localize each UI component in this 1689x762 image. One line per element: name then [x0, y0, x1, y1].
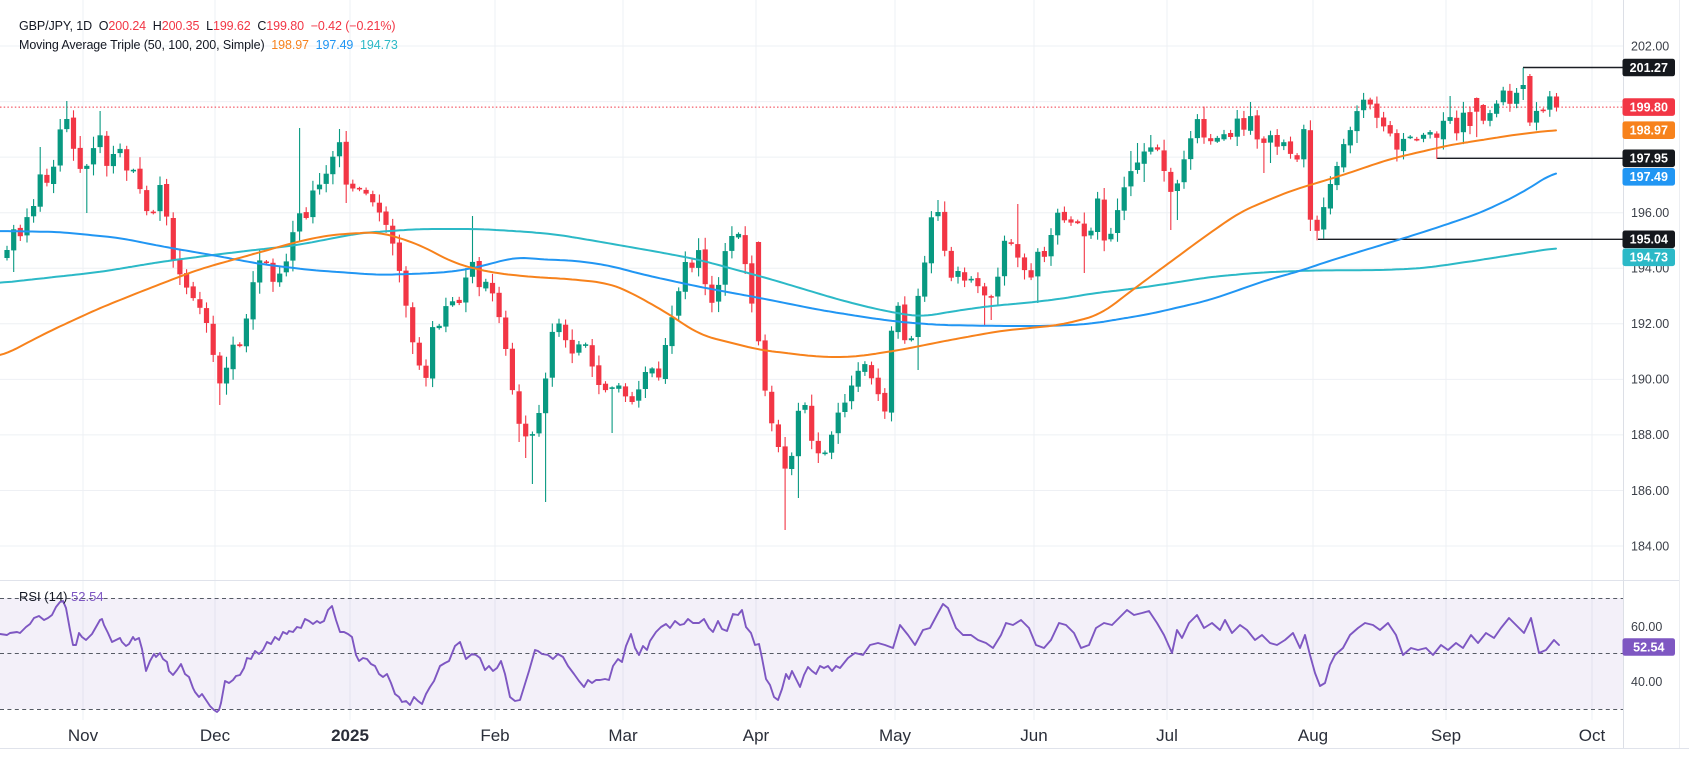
svg-text:Apr: Apr — [743, 726, 770, 745]
svg-text:202.00: 202.00 — [1631, 39, 1669, 53]
svg-text:May: May — [879, 726, 912, 745]
svg-text:Aug: Aug — [1298, 726, 1328, 745]
svg-text:RSI (14) 52.54: RSI (14) 52.54 — [19, 589, 104, 604]
svg-text:60.00: 60.00 — [1631, 620, 1662, 634]
svg-text:Sep: Sep — [1431, 726, 1461, 745]
svg-text:52.54: 52.54 — [1633, 640, 1664, 654]
svg-text:Jun: Jun — [1020, 726, 1047, 745]
svg-text:190.00: 190.00 — [1631, 373, 1669, 387]
svg-text:197.95: 197.95 — [1630, 152, 1668, 166]
svg-text:Feb: Feb — [480, 726, 509, 745]
svg-text:Oct: Oct — [1579, 726, 1606, 745]
svg-text:197.49: 197.49 — [1630, 170, 1668, 184]
svg-text:201.27: 201.27 — [1630, 61, 1668, 75]
svg-text:188.00: 188.00 — [1631, 428, 1669, 442]
svg-text:Nov: Nov — [68, 726, 99, 745]
svg-text:40.00: 40.00 — [1631, 675, 1662, 689]
svg-text:192.00: 192.00 — [1631, 317, 1669, 331]
svg-text:199.80: 199.80 — [1630, 101, 1668, 115]
svg-text:Mar: Mar — [608, 726, 638, 745]
svg-text:Moving Average Triple (50, 100: Moving Average Triple (50, 100, 200, Sim… — [19, 38, 398, 52]
svg-text:196.00: 196.00 — [1631, 206, 1669, 220]
svg-text:GBP/JPY, 1D O200.24 H200.35: GBP/JPY, 1D O200.24 H200.35 L199.62 C199… — [19, 19, 395, 33]
svg-text:Dec: Dec — [200, 726, 231, 745]
svg-text:186.00: 186.00 — [1631, 484, 1669, 498]
svg-text:194.73: 194.73 — [1630, 251, 1668, 265]
svg-text:Jul: Jul — [1156, 726, 1178, 745]
svg-text:198.97: 198.97 — [1630, 124, 1668, 138]
svg-text:184.00: 184.00 — [1631, 539, 1669, 553]
svg-text:2025: 2025 — [331, 726, 369, 745]
svg-text:195.04: 195.04 — [1630, 233, 1668, 247]
